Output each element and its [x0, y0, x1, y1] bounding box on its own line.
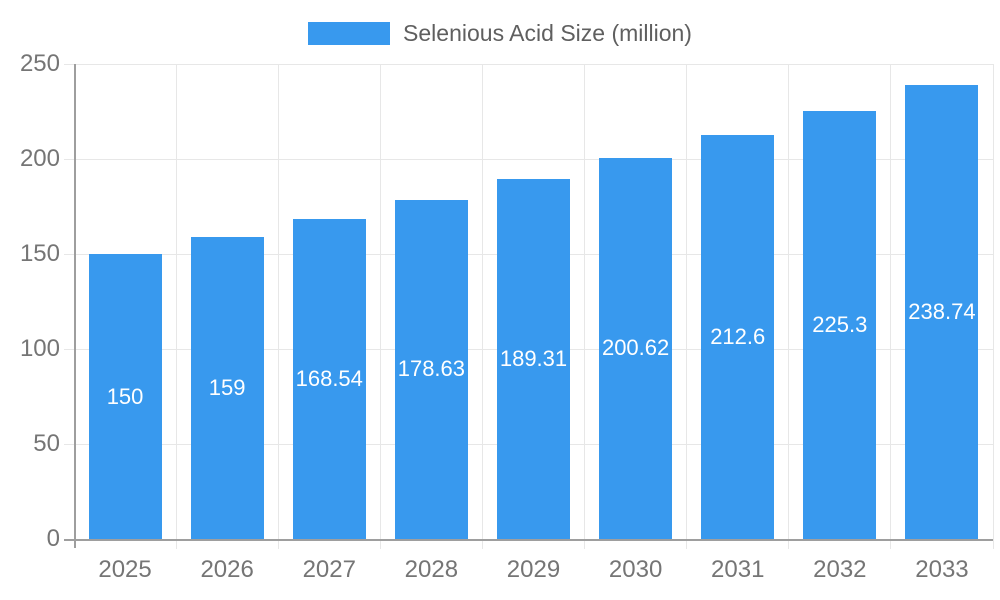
v-gridline: [175, 64, 177, 549]
y-axis-line: [74, 64, 76, 548]
v-gridline: [277, 64, 279, 549]
v-gridline: [481, 64, 483, 549]
x-axis-line: [64, 539, 993, 541]
x-axis-labels: 2025 2026 2027 2028 2029 2030 2031 2032 2033: [74, 64, 993, 583]
x-tick-label: 2027: [302, 556, 356, 583]
plot-area: 0 50 100 150 200 250 2025 2026 2027 2028 2029 2030…: [20, 50, 994, 583]
legend-swatch: [308, 22, 391, 45]
x-tick-label: 2032: [813, 556, 867, 583]
legend[interactable]: Selenious Acid Size (million): [0, 20, 1000, 47]
bar-2025[interactable]: 150: [88, 254, 162, 539]
bar-2033[interactable]: 238.74: [905, 85, 979, 539]
bar-value-label: 159: [208, 374, 246, 400]
x-tick-label: 2025: [98, 556, 152, 583]
x-tick-label: 2030: [608, 556, 663, 583]
bar-value-label: 178.63: [397, 356, 466, 382]
y-axis-labels: 0 50 100 150 200 250: [20, 50, 993, 552]
legend-label: Selenious Acid Size (million): [403, 20, 692, 46]
y-tick-label: 200: [19, 145, 60, 172]
bar-value-label: 200.62: [601, 335, 670, 361]
bar-value-label: 150: [106, 383, 144, 409]
v-gridline: [584, 64, 586, 549]
v-gridline: [890, 64, 892, 549]
v-gridline: [379, 64, 381, 549]
x-tick-label: 2033: [915, 556, 969, 583]
y-tick-label: 250: [19, 50, 60, 77]
x-tick-label: 2026: [200, 556, 254, 583]
bar-value-label: 238.74: [908, 299, 976, 325]
h-gridline: [64, 158, 993, 160]
y-tick-label: 100: [19, 335, 60, 362]
x-tick-label: 2028: [404, 556, 459, 583]
y-tick-label: 50: [33, 430, 60, 457]
bar-value-label: 212.6: [710, 324, 766, 350]
bar-2029[interactable]: 189.31: [497, 179, 570, 539]
v-gridline: [788, 64, 790, 549]
v-gridline: [686, 64, 688, 549]
x-tick-label: 2031: [711, 556, 765, 583]
bar-2030[interactable]: 200.62: [599, 157, 673, 539]
y-tick-label: 0: [46, 525, 60, 552]
h-gridline: [64, 63, 993, 65]
bar-2027[interactable]: 168.54: [292, 218, 366, 539]
v-gridline: [992, 64, 994, 549]
bar-2026[interactable]: 159: [190, 236, 264, 539]
bar-2032[interactable]: 225.3: [803, 110, 877, 539]
y-tick-label: 150: [19, 240, 60, 267]
bars-layer: 150 159 168.54 178.63 189.31 200.62 212.6 225.3…: [74, 64, 993, 539]
bar-2031[interactable]: 212.6: [701, 135, 775, 539]
bar-value-label: 168.54: [295, 365, 363, 391]
bar-2028[interactable]: 178.63: [394, 199, 468, 539]
x-tick-label: 2029: [506, 556, 561, 583]
bar-value-label: 225.3: [812, 311, 868, 337]
bar-value-label: 189.31: [499, 346, 568, 372]
